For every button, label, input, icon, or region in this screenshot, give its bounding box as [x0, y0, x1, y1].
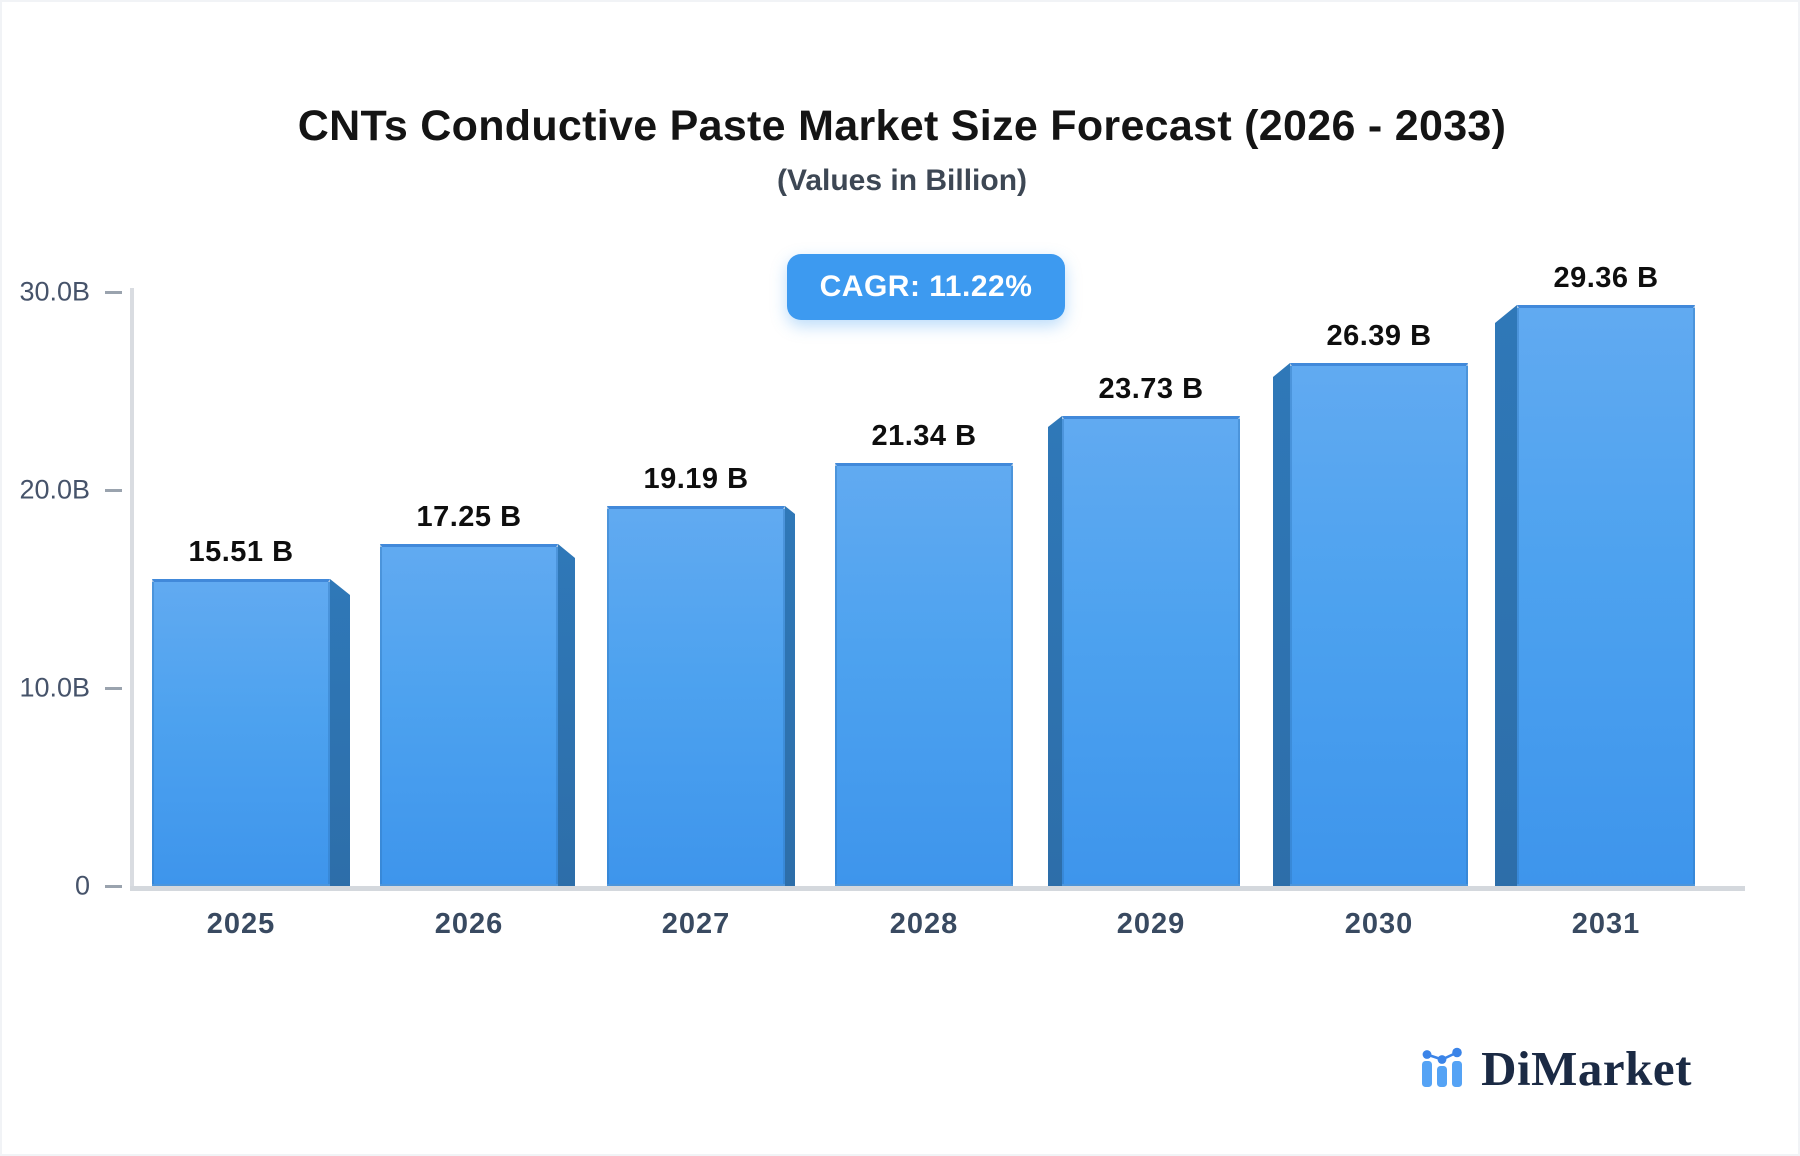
dimarket-logo-text: DiMarket: [1481, 1041, 1692, 1096]
y-tick-dash: [105, 686, 122, 690]
y-tick-label: 30.0B: [19, 276, 90, 307]
dimarket-logo: DiMarket: [1419, 1044, 1692, 1093]
bar-value-label: 19.19 B: [643, 463, 749, 495]
bar-2031: [1517, 305, 1695, 886]
bar-side-face-left: [1273, 363, 1290, 886]
plot-area: 0 10.0B 20.0B 30.0B 15.51 B 2025 17.25 B 2026 19…: [19, 262, 1745, 940]
cagr-badge: CAGR: 11.22%: [787, 254, 1065, 320]
bar-2026: [380, 544, 558, 886]
bar-value-label: 29.36 B: [1553, 262, 1659, 294]
bar-side-face-right: [785, 506, 795, 886]
x-tick-label-2026: 2026: [434, 908, 504, 940]
y-tick-dash: [105, 884, 122, 888]
cagr-badge-label: CAGR: 11.22%: [819, 270, 1033, 303]
y-tick-label: 10.0B: [19, 672, 90, 703]
x-tick-label-2031: 2031: [1571, 908, 1641, 940]
bar-side-face-right: [330, 579, 350, 886]
bar-value-label: 23.73 B: [1098, 373, 1204, 405]
bar-2030: [1290, 363, 1468, 886]
bar-value-label: 15.51 B: [188, 536, 294, 568]
bar-2029: [1062, 416, 1240, 886]
x-tick-label-2028: 2028: [889, 908, 959, 940]
y-tick-label: 20.0B: [19, 474, 90, 505]
x-axis-baseline: [130, 886, 1745, 891]
y-tick-dash: [105, 488, 122, 492]
chart-title: CNTs Conductive Paste Market Size Foreca…: [297, 102, 1507, 150]
bar-value-label: 21.34 B: [871, 420, 977, 452]
bar-side-face-right: [558, 544, 575, 886]
y-axis-line: [130, 288, 134, 891]
x-tick-label-2027: 2027: [661, 908, 731, 940]
y-tick-label: 0: [74, 870, 90, 901]
bar-2025: [152, 579, 330, 886]
bar-side-face-left: [1495, 305, 1517, 886]
x-tick-label-2025: 2025: [206, 908, 276, 940]
bar-2028: [835, 463, 1013, 886]
bar-value-label: 26.39 B: [1326, 320, 1432, 352]
y-tick-dash: [105, 290, 122, 294]
bar-side-face-left: [1048, 416, 1062, 886]
dimarket-logo-icon: [1422, 1047, 1463, 1087]
chart-subtitle: (Values in Billion): [776, 164, 1028, 197]
x-tick-label-2029: 2029: [1116, 908, 1186, 940]
x-tick-label-2030: 2030: [1344, 908, 1414, 940]
bar-2027: [607, 506, 785, 886]
bar-value-label: 17.25 B: [416, 501, 522, 533]
